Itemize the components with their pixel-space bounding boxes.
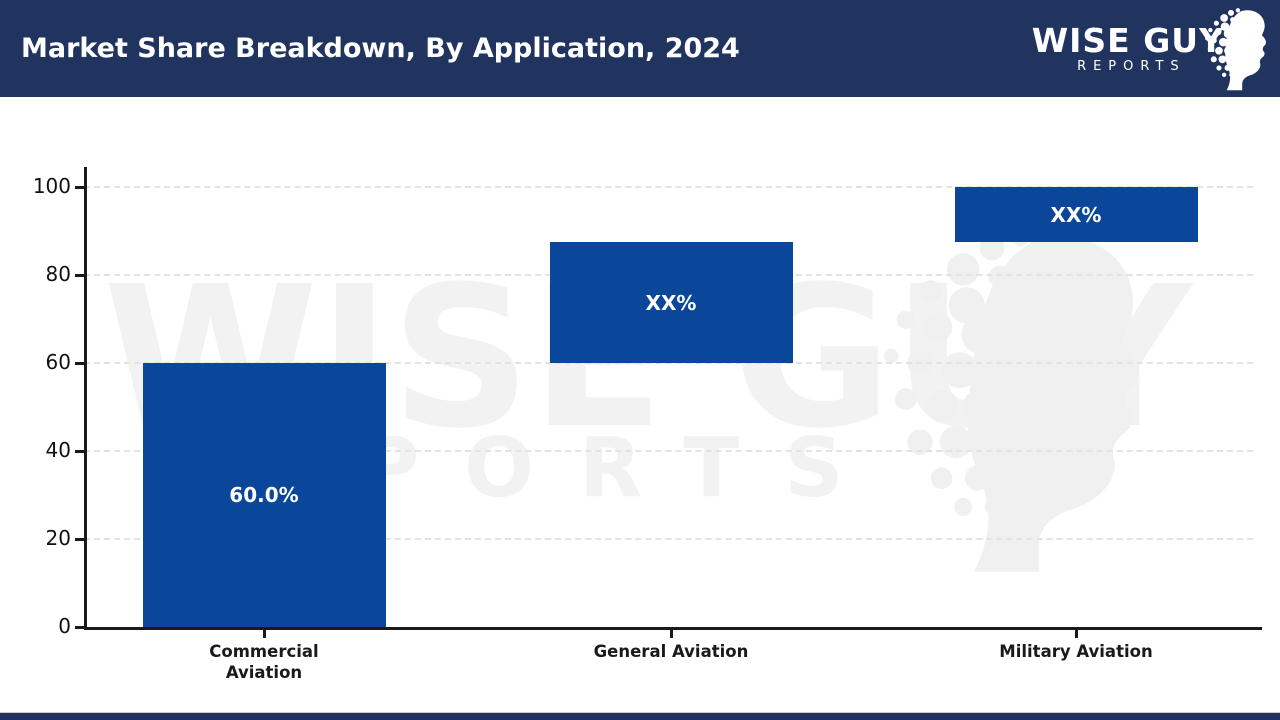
y-tick-label: 80 (45, 262, 71, 286)
y-tick-mark (75, 626, 84, 629)
page-title: Market Share Breakdown, By Application, … (21, 33, 740, 64)
x-tick-mark (1075, 630, 1078, 638)
y-tick-label: 0 (58, 614, 71, 638)
y-tick-label: 20 (45, 526, 71, 550)
y-tick-mark (75, 450, 84, 453)
bar-value-label: 60.0% (229, 483, 299, 507)
y-tick-label: 60 (45, 350, 71, 374)
header-bar: Market Share Breakdown, By Application, … (0, 0, 1280, 97)
y-tick-label: 100 (32, 174, 71, 198)
bar-value-label: XX% (645, 290, 697, 315)
logo-tagline: REPORTS (1077, 59, 1186, 75)
y-axis-spine (84, 167, 87, 630)
y-gridline (84, 538, 1253, 540)
bar-segment: XX% (549, 242, 793, 363)
y-tick-mark (75, 362, 84, 365)
y-gridline (84, 362, 1253, 364)
footer-bar (0, 712, 1280, 720)
bar-segment: 60.0% (142, 363, 386, 627)
x-axis-spine (84, 627, 1262, 630)
x-tick-mark (263, 630, 266, 638)
x-category-label: Commercial Aviation (209, 642, 319, 682)
y-tick-mark (75, 274, 84, 277)
y-tick-mark (75, 186, 84, 189)
watermark-face-icon (884, 228, 1139, 572)
bar-segment: XX% (954, 187, 1198, 242)
logo-name: WISE GUY (1031, 20, 1224, 60)
x-tick-mark (670, 630, 673, 638)
bar-value-label: XX% (1050, 202, 1102, 227)
y-gridline (84, 186, 1253, 188)
logo-text: WISE GUY REPORTS (1031, 20, 1224, 75)
wise-guy-logo: WISE GUY REPORTS (1032, 3, 1274, 95)
y-tick-label: 40 (45, 438, 71, 462)
x-category-label: General Aviation (593, 642, 749, 661)
y-tick-mark (75, 538, 84, 541)
y-gridline (84, 450, 1253, 452)
x-category-label: Military Aviation (999, 642, 1153, 661)
wise-guy-face-icon (1205, 8, 1266, 91)
